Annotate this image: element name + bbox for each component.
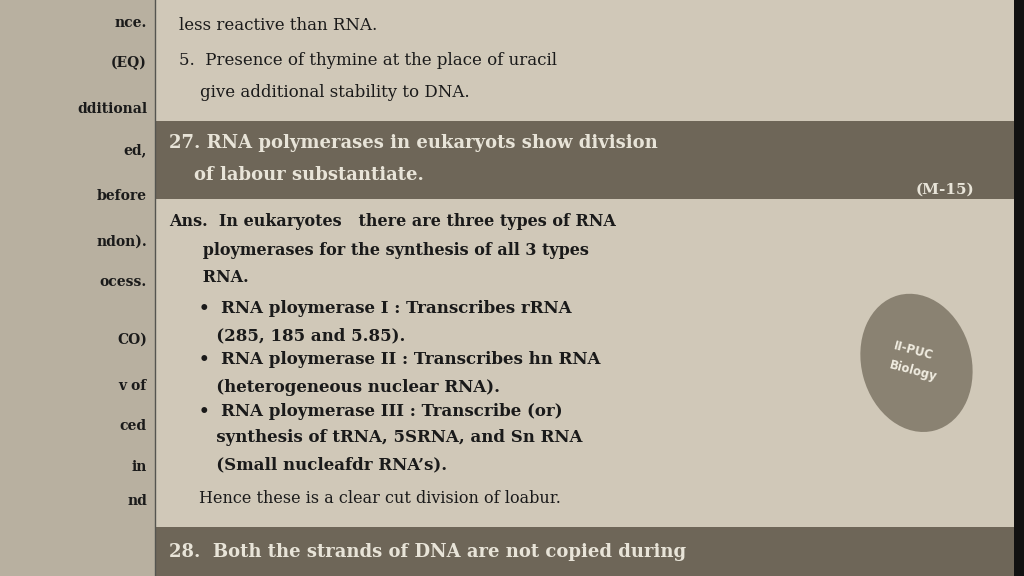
Text: ed,: ed, xyxy=(124,143,147,157)
Text: (285, 185 and 5.85).: (285, 185 and 5.85). xyxy=(199,327,406,344)
Text: Ans.  In eukaryotes   there are three types of RNA: Ans. In eukaryotes there are three types… xyxy=(169,213,615,230)
Text: (Small nucleafdr RNA’s).: (Small nucleafdr RNA’s). xyxy=(199,456,447,473)
Text: nce.: nce. xyxy=(115,16,147,30)
Text: v of: v of xyxy=(119,379,147,393)
Text: CO): CO) xyxy=(117,333,147,347)
Text: •  RNA ploymerase III : Transcribe (or): • RNA ploymerase III : Transcribe (or) xyxy=(199,403,562,420)
Bar xyxy=(0,0,155,576)
Text: (EQ): (EQ) xyxy=(112,56,147,70)
Text: ocess.: ocess. xyxy=(99,275,147,289)
Text: RNA.: RNA. xyxy=(169,269,249,286)
Text: 28.  Both the strands of DNA are not copied during: 28. Both the strands of DNA are not copi… xyxy=(169,543,686,560)
Text: II-PUC: II-PUC xyxy=(892,339,935,362)
Bar xyxy=(155,527,1014,576)
Text: in: in xyxy=(132,460,147,473)
Text: 27. RNA polymerases in eukaryots show division: 27. RNA polymerases in eukaryots show di… xyxy=(169,134,657,151)
Bar xyxy=(1014,0,1024,576)
Text: nd: nd xyxy=(127,494,147,508)
Text: dditional: dditional xyxy=(77,103,147,116)
Ellipse shape xyxy=(860,294,973,432)
Bar xyxy=(155,121,1014,199)
Text: before: before xyxy=(97,189,147,203)
Text: of labour substantiate.: of labour substantiate. xyxy=(169,166,424,184)
Text: ndon).: ndon). xyxy=(96,235,147,249)
Text: less reactive than RNA.: less reactive than RNA. xyxy=(179,17,377,35)
Text: Hence these is a clear cut division of loabur.: Hence these is a clear cut division of l… xyxy=(199,490,561,507)
Text: synthesis of tRNA, 5SRNA, and Sn RNA: synthesis of tRNA, 5SRNA, and Sn RNA xyxy=(199,429,583,446)
Bar xyxy=(155,0,1014,576)
Text: ced: ced xyxy=(120,419,147,433)
Text: Biology: Biology xyxy=(888,358,939,384)
Text: •  RNA ploymerase II : Transcribes hn RNA: • RNA ploymerase II : Transcribes hn RNA xyxy=(199,351,600,369)
Text: (heterogeneous nuclear RNA).: (heterogeneous nuclear RNA). xyxy=(199,378,500,396)
Text: ploymerases for the synthesis of all 3 types: ploymerases for the synthesis of all 3 t… xyxy=(169,242,589,259)
Text: (M-15): (M-15) xyxy=(915,183,974,196)
Text: •  RNA ploymerase I : Transcribes rRNA: • RNA ploymerase I : Transcribes rRNA xyxy=(199,300,571,317)
Text: 5.  Presence of thymine at the place of uracil: 5. Presence of thymine at the place of u… xyxy=(179,52,557,69)
Text: give additional stability to DNA.: give additional stability to DNA. xyxy=(179,84,470,101)
